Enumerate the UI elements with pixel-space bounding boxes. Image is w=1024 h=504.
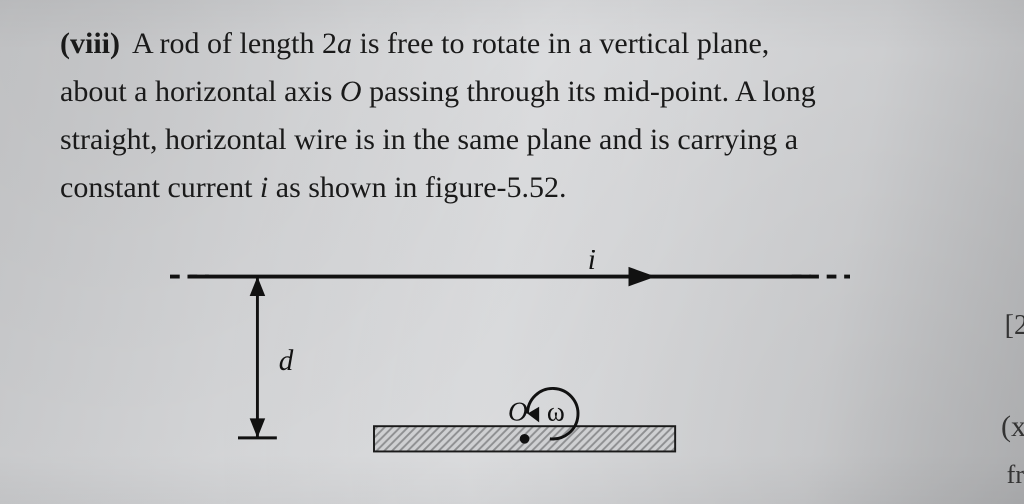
bleed-bracket: [2: [1005, 310, 1024, 342]
problem-number: (viii): [60, 27, 120, 60]
page-bleed: [2 (x fr: [924, 260, 1024, 490]
page: (viii) A rod of length 2a is free to rota…: [0, 0, 1024, 504]
text-fragment: as shown in figure-5.52.: [268, 171, 566, 204]
text-fragment: A rod of length 2: [132, 27, 337, 60]
figure-5-52: i d O ω: [170, 250, 850, 480]
pivot-dot-icon: [520, 434, 530, 444]
pivot-label-O: O: [508, 396, 528, 426]
var-a: a: [337, 27, 352, 60]
text-fragment: is free to rotate in a vertical plane,: [352, 27, 769, 60]
var-O: O: [340, 75, 362, 108]
text-fragment: constant current: [60, 171, 260, 204]
var-i: i: [260, 171, 268, 204]
problem-text: (viii) A rod of length 2a is free to rota…: [60, 20, 994, 212]
current-label: i: [588, 250, 596, 276]
distance-arrow-up-icon: [250, 277, 266, 296]
omega-label: ω: [547, 396, 565, 426]
current-arrow-icon: [629, 267, 656, 286]
distance-label: d: [279, 345, 294, 377]
bleed-paren: (x: [1001, 410, 1024, 444]
text-fragment: about a horizontal axis: [60, 75, 340, 108]
distance-arrow-down-icon: [250, 418, 266, 437]
bleed-fr: fr: [1007, 460, 1024, 490]
text-fragment: passing through its mid-point. A long: [362, 75, 816, 108]
text-fragment: straight, horizontal wire is in the same…: [60, 123, 798, 156]
